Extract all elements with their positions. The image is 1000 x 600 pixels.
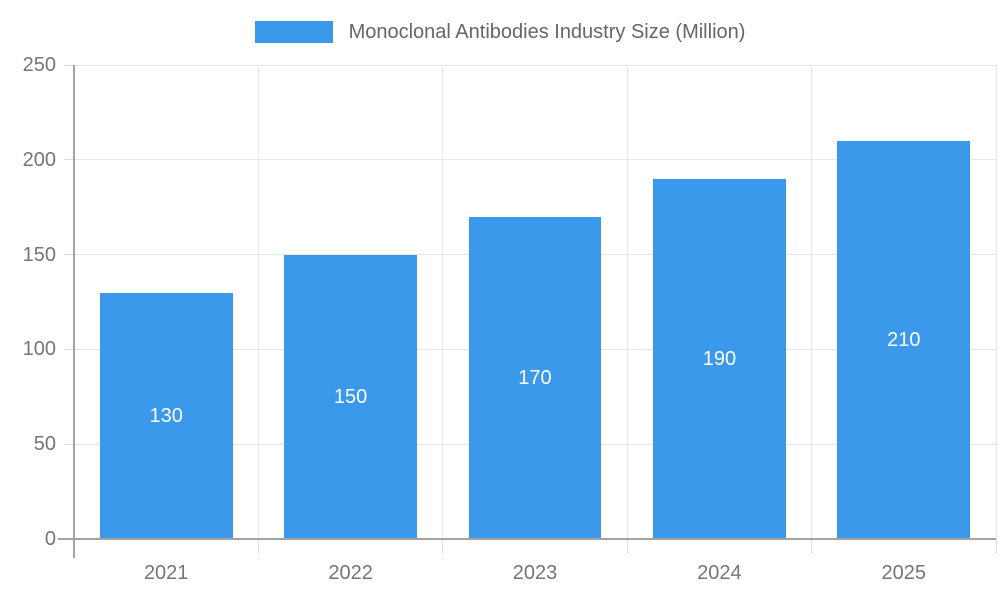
y-tick-label: 250 [22, 54, 56, 76]
y-axis-line [73, 65, 75, 558]
y-tick-label: 0 [44, 528, 56, 550]
bar-2025[interactable]: 210 [837, 140, 971, 539]
y-tick-label: 50 [33, 433, 56, 456]
y-axis-tick [64, 443, 74, 445]
legend-label: Monoclonal Antibodies Industry Size (Mil… [348, 20, 746, 43]
x-axis-tick [995, 539, 997, 554]
gridline [74, 64, 996, 66]
y-tick-label: 200 [22, 148, 56, 171]
gridline [626, 65, 628, 539]
gridline [995, 65, 997, 539]
bar-value-label: 190 [702, 347, 737, 370]
bar-2021[interactable]: 130 [99, 292, 233, 539]
legend-swatch-icon [254, 21, 333, 43]
x-axis-tick [257, 539, 259, 554]
x-tick-label: 2021 [143, 562, 189, 584]
bar-2022[interactable]: 150 [284, 254, 417, 539]
gridline [74, 159, 996, 161]
x-axis-tick [626, 539, 628, 554]
bar-value-label: 130 [149, 404, 183, 427]
bar-value-label: 210 [887, 328, 921, 351]
x-axis-tick [811, 539, 813, 554]
bar-2024[interactable]: 190 [653, 178, 786, 539]
x-tick-label: 2025 [881, 562, 927, 584]
x-tick-label: 2024 [697, 562, 742, 584]
y-tick-label: 150 [22, 243, 56, 266]
bar-value-label: 150 [333, 385, 368, 408]
y-axis-tick [64, 348, 74, 350]
x-tick-label: 2022 [328, 562, 373, 584]
y-axis-tick [64, 254, 74, 256]
y-tick-label: 100 [22, 338, 56, 361]
gridline [442, 65, 444, 539]
bar-value-label: 170 [518, 366, 552, 389]
x-tick-label: 2023 [512, 562, 558, 584]
gridline [811, 65, 813, 539]
y-axis-tick [64, 64, 74, 66]
x-axis-tick [442, 539, 444, 554]
gridline [257, 65, 259, 539]
x-axis-line [58, 538, 996, 540]
bar-2023[interactable]: 170 [468, 216, 602, 539]
y-axis-tick [64, 159, 74, 161]
legend-item[interactable]: Monoclonal Antibodies Industry Size (Mil… [0, 15, 1000, 49]
